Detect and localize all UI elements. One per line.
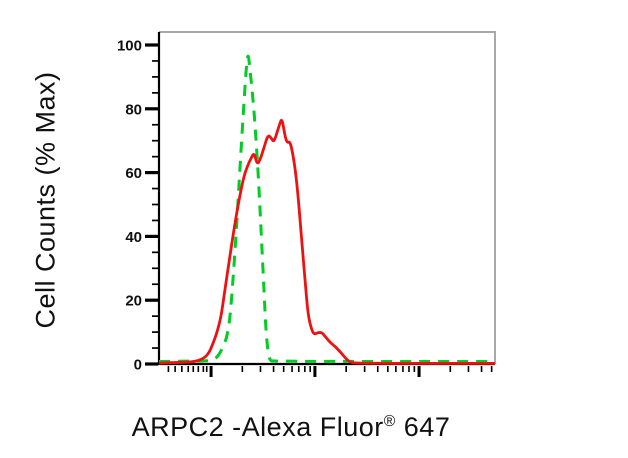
x-axis-label: ARPC2 -Alexa Fluor® 647 [132, 412, 451, 443]
plot-frame [159, 31, 496, 364]
series-path-red-solid-histogram [158, 118, 495, 365]
y-tick-label: 20 [125, 293, 142, 310]
axis-lines [157, 32, 495, 366]
series-path-green-dashed-histogram [158, 54, 495, 363]
registered-trademark-icon: ® [383, 413, 396, 430]
y-axis-label: Cell Counts (% Max) [30, 71, 61, 329]
x-axis-label-text: ARPC2 -Alexa Fluor [131, 412, 384, 442]
x-axis-label-suffix: 647 [395, 412, 451, 442]
y-tick-label: 100 [117, 38, 142, 55]
y-tick-label: 0 [134, 357, 142, 374]
y-tick-label: 60 [125, 165, 142, 182]
y-tick-label: 40 [125, 229, 142, 246]
y-tick-label: 80 [125, 101, 142, 118]
